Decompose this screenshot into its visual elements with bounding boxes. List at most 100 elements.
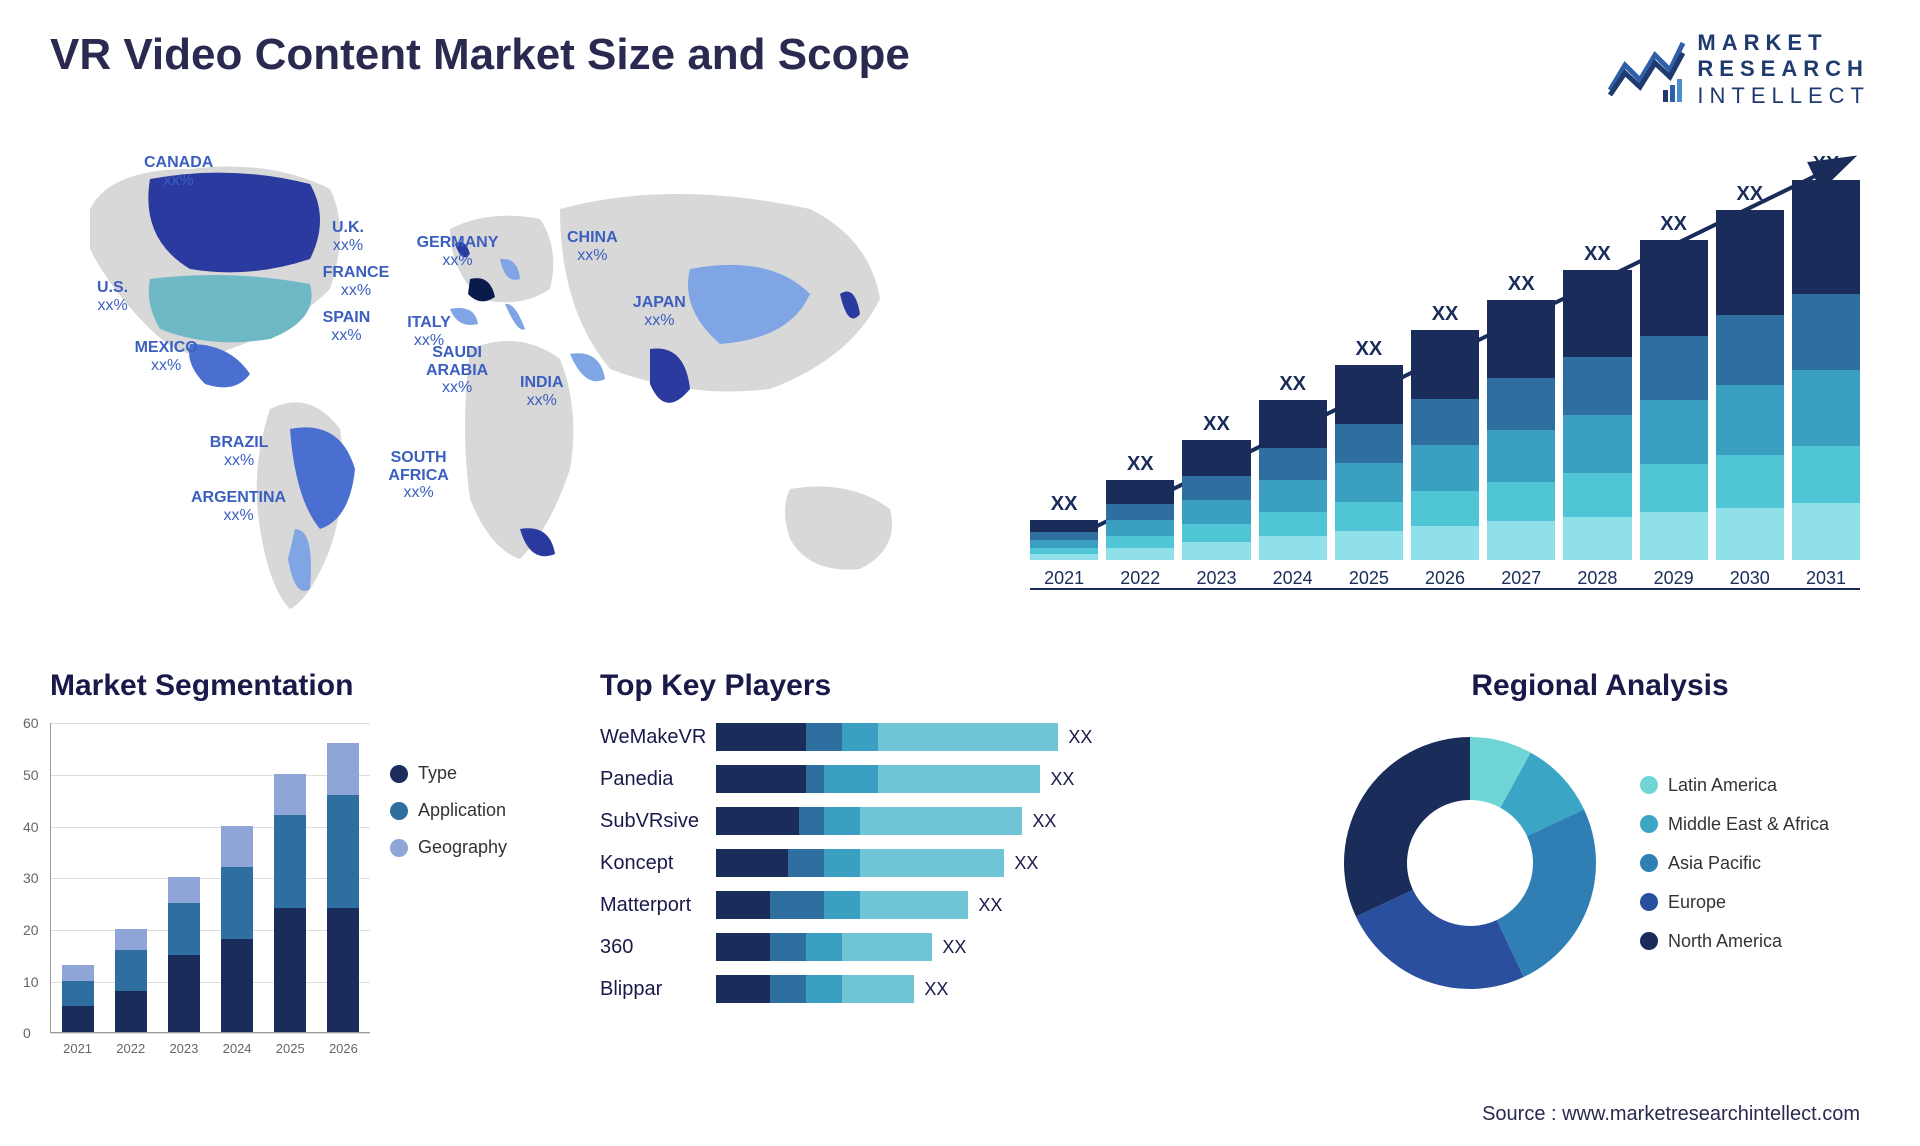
country-label: CHINAxx% <box>567 229 618 264</box>
legend-item: North America <box>1640 931 1829 952</box>
growth-bar: XX 2027 <box>1487 273 1555 589</box>
player-value: XX <box>1068 727 1092 748</box>
segmentation-title: Market Segmentation <box>50 669 570 703</box>
country-label: JAPANxx% <box>633 294 686 329</box>
seg-bar <box>221 826 253 1033</box>
regional-title: Regional Analysis <box>1330 669 1870 703</box>
growth-bar-value: XX <box>1508 273 1535 296</box>
growth-bar-value: XX <box>1279 373 1306 396</box>
legend-item: Application <box>390 800 507 821</box>
growth-bar-chart: XX2021XX2022XX2023XX2024XX2025XX2026XX20… <box>1020 129 1870 629</box>
growth-bar-value: XX <box>1660 213 1687 236</box>
country-label: INDIAxx% <box>520 374 564 409</box>
key-players-title: Top Key Players <box>600 669 1300 703</box>
growth-bar-value: XX <box>1203 413 1230 436</box>
seg-ytick: 50 <box>23 767 39 783</box>
growth-bar: XX 2022 <box>1106 453 1174 589</box>
player-bar-row: XX <box>716 807 1300 835</box>
country-label: MEXICOxx% <box>135 339 198 374</box>
player-name: WeMakeVR <box>600 723 706 751</box>
regional-chart: Latin AmericaMiddle East & AfricaAsia Pa… <box>1330 723 1870 1003</box>
seg-bar <box>115 929 147 1032</box>
regional-donut <box>1330 723 1610 1003</box>
growth-bar-year: 2029 <box>1654 568 1694 589</box>
seg-xlabel: 2026 <box>329 1041 358 1056</box>
growth-bar-year: 2026 <box>1425 568 1465 589</box>
growth-bar-year: 2021 <box>1044 568 1084 589</box>
growth-bar-year: 2027 <box>1501 568 1541 589</box>
growth-bar: XX 2026 <box>1411 303 1479 589</box>
growth-bar-value: XX <box>1432 303 1459 326</box>
segmentation-legend: Type Application Geography <box>390 723 507 1033</box>
legend-item: Middle East & Africa <box>1640 814 1829 835</box>
growth-bar-value: XX <box>1813 153 1840 176</box>
growth-bar: XX 2029 <box>1640 213 1708 589</box>
growth-bar-value: XX <box>1736 183 1763 206</box>
world-map: CANADAxx%U.S.xx%MEXICOxx%BRAZILxx%ARGENT… <box>50 129 990 629</box>
growth-bar-year: 2022 <box>1120 568 1160 589</box>
growth-bar-year: 2023 <box>1196 568 1236 589</box>
player-name: Panedia <box>600 765 706 793</box>
seg-ytick: 20 <box>23 922 39 938</box>
seg-xlabel: 2022 <box>116 1041 145 1056</box>
growth-bar: XX 2028 <box>1563 243 1631 589</box>
page-title: VR Video Content Market Size and Scope <box>50 30 910 80</box>
donut-slice <box>1344 737 1470 917</box>
growth-bar-value: XX <box>1356 338 1383 361</box>
growth-bar-value: XX <box>1584 243 1611 266</box>
seg-ytick: 30 <box>23 870 39 886</box>
legend-item: Europe <box>1640 892 1829 913</box>
player-value: XX <box>1014 853 1038 874</box>
growth-bar-year: 2031 <box>1806 568 1846 589</box>
player-value: XX <box>1032 811 1056 832</box>
country-label: SPAINxx% <box>323 309 371 344</box>
segmentation-chart: 0102030405060202120222023202420252026 Ty… <box>50 723 570 1033</box>
country-label: SAUDIARABIAxx% <box>426 344 488 397</box>
growth-bar: XX2030 <box>1716 183 1784 589</box>
country-label: SOUTHAFRICAxx% <box>388 449 448 502</box>
regional-legend: Latin AmericaMiddle East & AfricaAsia Pa… <box>1640 775 1829 952</box>
top-row: CANADAxx%U.S.xx%MEXICOxx%BRAZILxx%ARGENT… <box>50 129 1870 629</box>
seg-ytick: 10 <box>23 974 39 990</box>
bottom-row: Market Segmentation 01020304050602021202… <box>50 669 1870 1033</box>
legend-item: Type <box>390 763 507 784</box>
player-value: XX <box>1050 769 1074 790</box>
player-bar-row: XX <box>716 849 1300 877</box>
growth-bar: XX 2021 <box>1030 493 1098 589</box>
country-label: GERMANYxx% <box>417 234 499 269</box>
player-name: Matterport <box>600 891 706 919</box>
country-label: U.S.xx% <box>97 279 128 314</box>
seg-ytick: 0 <box>23 1025 31 1041</box>
player-value: XX <box>924 979 948 1000</box>
player-bar-row: XX <box>716 891 1300 919</box>
legend-item: Latin America <box>1640 775 1829 796</box>
growth-bar: XX2025 <box>1335 338 1403 589</box>
seg-bar <box>274 774 306 1032</box>
country-label: ARGENTINAxx% <box>191 489 286 524</box>
legend-item: Geography <box>390 837 507 858</box>
growth-bar-year: 2028 <box>1577 568 1617 589</box>
player-bar-row: XX <box>716 933 1300 961</box>
player-name: Koncept <box>600 849 706 877</box>
player-name: 360 <box>600 933 706 961</box>
country-label: FRANCExx% <box>323 264 390 299</box>
player-value: XX <box>942 937 966 958</box>
player-bar-row: XX <box>716 723 1300 751</box>
seg-xlabel: 2021 <box>63 1041 92 1056</box>
seg-ytick: 60 <box>23 715 39 731</box>
growth-bar: XX 2024 <box>1259 373 1327 589</box>
segmentation-section: Market Segmentation 01020304050602021202… <box>50 669 570 1033</box>
logo-icon <box>1605 35 1685 105</box>
player-name: Blippar <box>600 975 706 1003</box>
seg-xlabel: 2025 <box>276 1041 305 1056</box>
player-bar-row: XX <box>716 975 1300 1003</box>
growth-bar-value: XX <box>1051 493 1078 516</box>
seg-bar <box>327 743 359 1032</box>
growth-bar-year: 2024 <box>1273 568 1313 589</box>
player-bar-row: XX <box>716 765 1300 793</box>
key-players-chart: WeMakeVRPanediaSubVRsiveKonceptMatterpor… <box>600 723 1300 1003</box>
logo-text: MARKET RESEARCH INTELLECT <box>1697 30 1870 109</box>
player-value: XX <box>978 895 1002 916</box>
key-players-section: Top Key Players WeMakeVRPanediaSubVRsive… <box>600 669 1300 1033</box>
growth-bar-value: XX <box>1127 453 1154 476</box>
